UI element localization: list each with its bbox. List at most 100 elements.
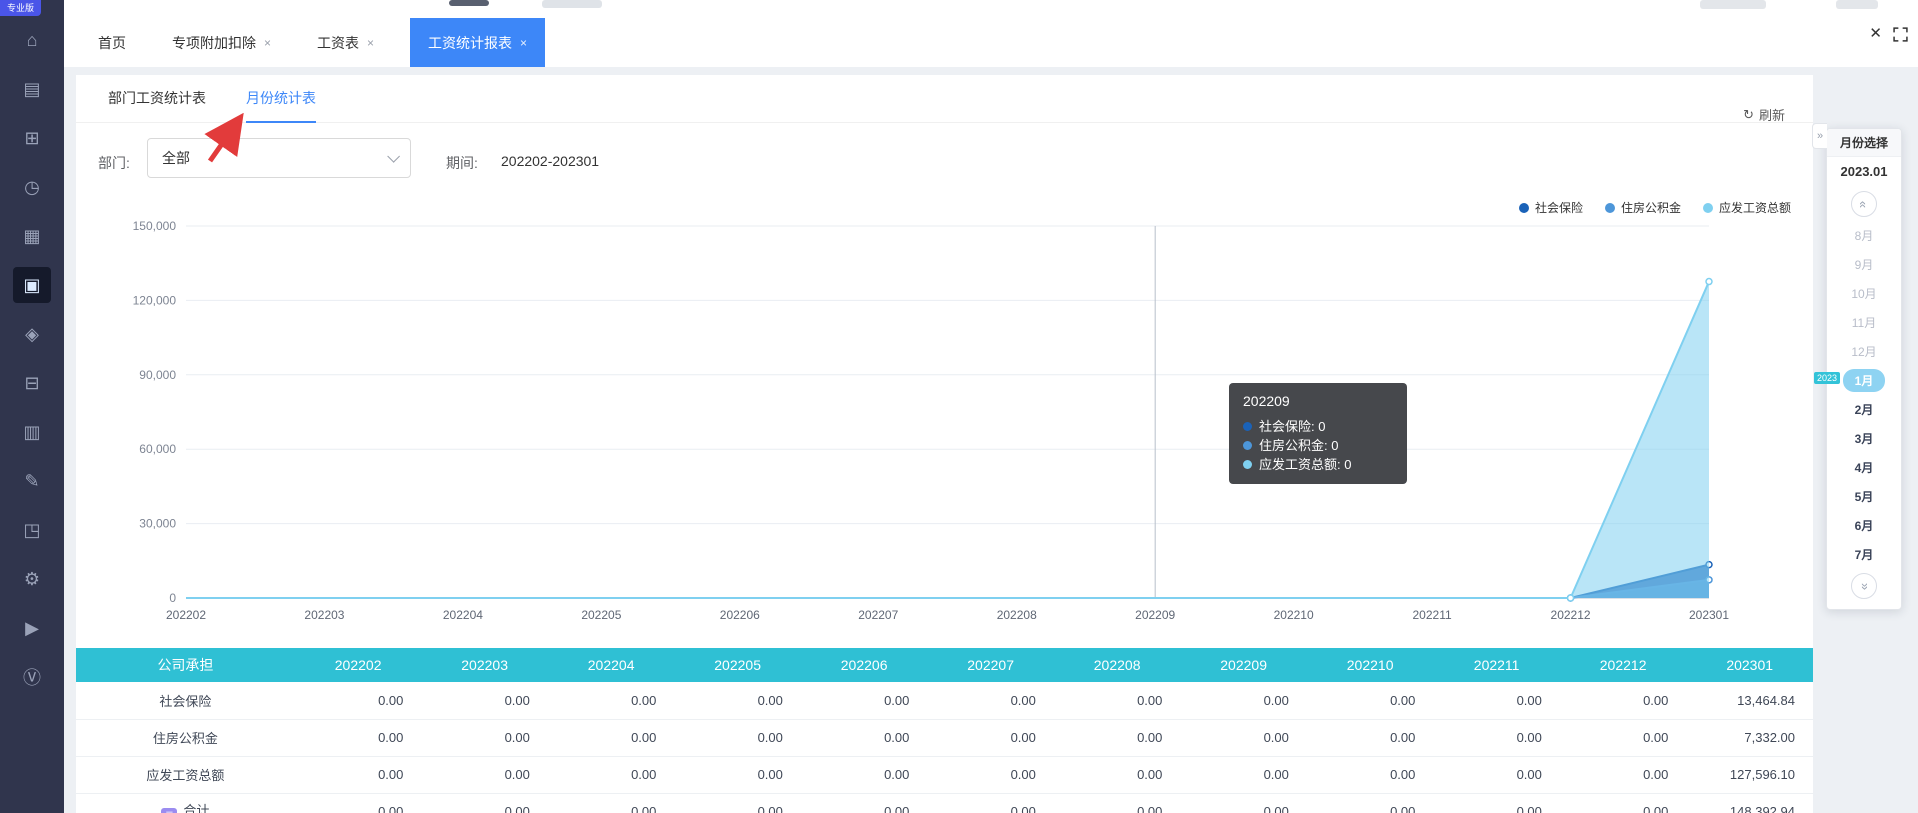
month-item[interactable]: 4月 xyxy=(1827,453,1901,482)
tab-close-icon[interactable]: × xyxy=(367,35,375,50)
legend-dot xyxy=(1518,202,1529,213)
salary-area-chart[interactable]: 0 30,000 60,000 90,000 120,000 150,000 202202 2… xyxy=(76,215,1813,627)
sidebar-item-voucher[interactable]: ▤ xyxy=(13,71,51,107)
sidebar-item-brand-v[interactable]: Ⓥ xyxy=(13,659,51,695)
month-item[interactable]: 5月 xyxy=(1827,482,1901,511)
tooltip-row: 住房公积金: 0 xyxy=(1243,436,1393,455)
table-cell: 148,392.94 xyxy=(1686,793,1813,813)
table-cell: 0.00 xyxy=(1053,756,1181,794)
table-cell: 0.00 xyxy=(1180,756,1307,794)
close-tabs-icon[interactable]: ✕ xyxy=(1869,25,1882,42)
month-item[interactable]: 9月 xyxy=(1827,250,1901,279)
table-cell: 0.00 xyxy=(800,719,928,757)
month-item[interactable]: 3月 xyxy=(1827,424,1901,453)
table-column-header: 202301 xyxy=(1686,648,1813,682)
sidebar-item-salary-report[interactable]: ▣ xyxy=(13,267,51,303)
tutorial-icon: ▶ xyxy=(25,617,39,638)
sidebar-item-archive[interactable]: ◳ xyxy=(13,512,51,548)
table-column-header: 202207 xyxy=(927,648,1054,682)
legend-item[interactable]: 社会保险 xyxy=(1518,199,1583,216)
fullscreen-icon[interactable] xyxy=(1893,27,1908,47)
sidebar-item-asset[interactable]: ⊟ xyxy=(13,365,51,401)
sidebar-item-home[interactable]: ⌂ xyxy=(13,22,51,58)
table-cell: 0.00 xyxy=(800,756,928,794)
invoice-icon: ▦ xyxy=(23,225,41,246)
legend-item[interactable]: 住房公积金 xyxy=(1604,199,1681,216)
table-row: ≣合计0.000.000.000.000.000.000.000.000.000… xyxy=(76,793,1813,813)
voucher-icon: ▤ xyxy=(23,78,41,99)
topbar: 首页 专项附加扣除 × 工资表 × 工资统计报表 × ✕ xyxy=(64,0,1918,67)
row-label: 住房公积金 xyxy=(76,719,295,757)
svg-text:60,000: 60,000 xyxy=(139,442,176,456)
svg-text:202203: 202203 xyxy=(304,608,344,622)
table-cell: 127,596.10 xyxy=(1686,756,1813,794)
tooltip-series-dot xyxy=(1243,422,1252,431)
month-label: 1月 xyxy=(1842,369,1886,392)
month-item[interactable]: 10月 xyxy=(1827,279,1901,308)
sidebar-item-ledger[interactable]: ▥ xyxy=(13,414,51,450)
tab-label: 工资表 xyxy=(317,34,360,51)
table-cell: 0.00 xyxy=(294,682,422,720)
month-label: 12月 xyxy=(1851,345,1877,359)
month-item[interactable]: 2月 xyxy=(1827,395,1901,424)
svg-text:202204: 202204 xyxy=(443,608,483,622)
funds-icon: ◷ xyxy=(24,176,40,197)
tab[interactable]: 工资统计报表 × xyxy=(410,18,546,67)
table-column-header: 202205 xyxy=(674,648,801,682)
month-item[interactable]: 2023 1月 xyxy=(1814,366,1901,395)
month-label: 5月 xyxy=(1854,490,1874,504)
month-label: 7月 xyxy=(1854,548,1874,562)
tab[interactable]: 工资表 × xyxy=(307,18,384,67)
table-cell: 0.00 xyxy=(421,756,548,794)
refresh-icon: ↻ xyxy=(1743,106,1754,122)
cropped-toolbar-fragment xyxy=(449,0,489,6)
sidebar-item-funds[interactable]: ◷ xyxy=(13,169,51,205)
svg-text:202212: 202212 xyxy=(1551,608,1591,622)
sidebar-item-purchase-sale[interactable]: ◈ xyxy=(13,316,51,352)
tab-close-icon[interactable]: × xyxy=(264,35,272,50)
table-cell: 0.00 xyxy=(421,719,548,757)
table-cell: 0.00 xyxy=(1433,719,1560,757)
legend-label: 住房公积金 xyxy=(1620,201,1681,215)
scroll-months-up-button[interactable]: « xyxy=(1851,191,1877,217)
sidebar-item-checkout[interactable]: ✎ xyxy=(13,463,51,499)
sidebar-item-invoice[interactable]: ▦ xyxy=(13,218,51,254)
refresh-button[interactable]: ↻ 刷新 xyxy=(1743,105,1785,124)
legend-item[interactable]: 应发工资总额 xyxy=(1702,199,1791,216)
department-select[interactable]: 全部 xyxy=(147,138,411,178)
edition-badge: 专业版 xyxy=(0,0,42,16)
subtab[interactable]: 部门工资统计表 xyxy=(108,89,206,106)
table-cell: 0.00 xyxy=(1053,719,1181,757)
sidebar-item-report[interactable]: ⊞ xyxy=(13,120,51,156)
sidebar-item-tutorial[interactable]: ▶ xyxy=(13,610,51,646)
collapse-panel-icon[interactable]: » xyxy=(1812,123,1827,149)
report-subtabs: 部门工资统计表 月份统计表 xyxy=(76,75,1813,123)
row-label: 社会保险 xyxy=(76,682,295,720)
checkout-icon: ✎ xyxy=(24,470,40,491)
svg-text:202208: 202208 xyxy=(997,608,1037,622)
month-item[interactable]: 8月 xyxy=(1827,221,1901,250)
month-item[interactable]: 12月 xyxy=(1827,337,1901,366)
tab[interactable]: 首页 xyxy=(88,18,136,67)
month-item[interactable]: 7月 xyxy=(1827,540,1901,569)
table-cell: 0.00 xyxy=(927,793,1054,813)
tooltip-series-dot xyxy=(1243,460,1252,469)
ledger-icon: ▥ xyxy=(23,421,41,442)
scroll-months-down-button[interactable]: « xyxy=(1851,573,1877,599)
year-badge: 2023 xyxy=(1814,372,1841,384)
tab-close-icon[interactable]: × xyxy=(520,35,528,50)
subtab[interactable]: 月份统计表 xyxy=(246,75,316,123)
table-cell: 0.00 xyxy=(1053,682,1181,720)
month-label: 3月 xyxy=(1854,432,1874,446)
table-cell: 0.00 xyxy=(1180,682,1307,720)
table-cell: 0.00 xyxy=(1306,793,1434,813)
month-item[interactable]: 6月 xyxy=(1827,511,1901,540)
table-column-header: 202208 xyxy=(1053,648,1181,682)
table-cell: 0.00 xyxy=(421,682,548,720)
month-item[interactable]: 11月 xyxy=(1827,308,1901,337)
tab[interactable]: 专项附加扣除 × xyxy=(162,18,281,67)
table-cell: 0.00 xyxy=(674,719,801,757)
month-label: 9月 xyxy=(1854,258,1874,272)
sidebar-item-settings[interactable]: ⚙ xyxy=(13,561,51,597)
